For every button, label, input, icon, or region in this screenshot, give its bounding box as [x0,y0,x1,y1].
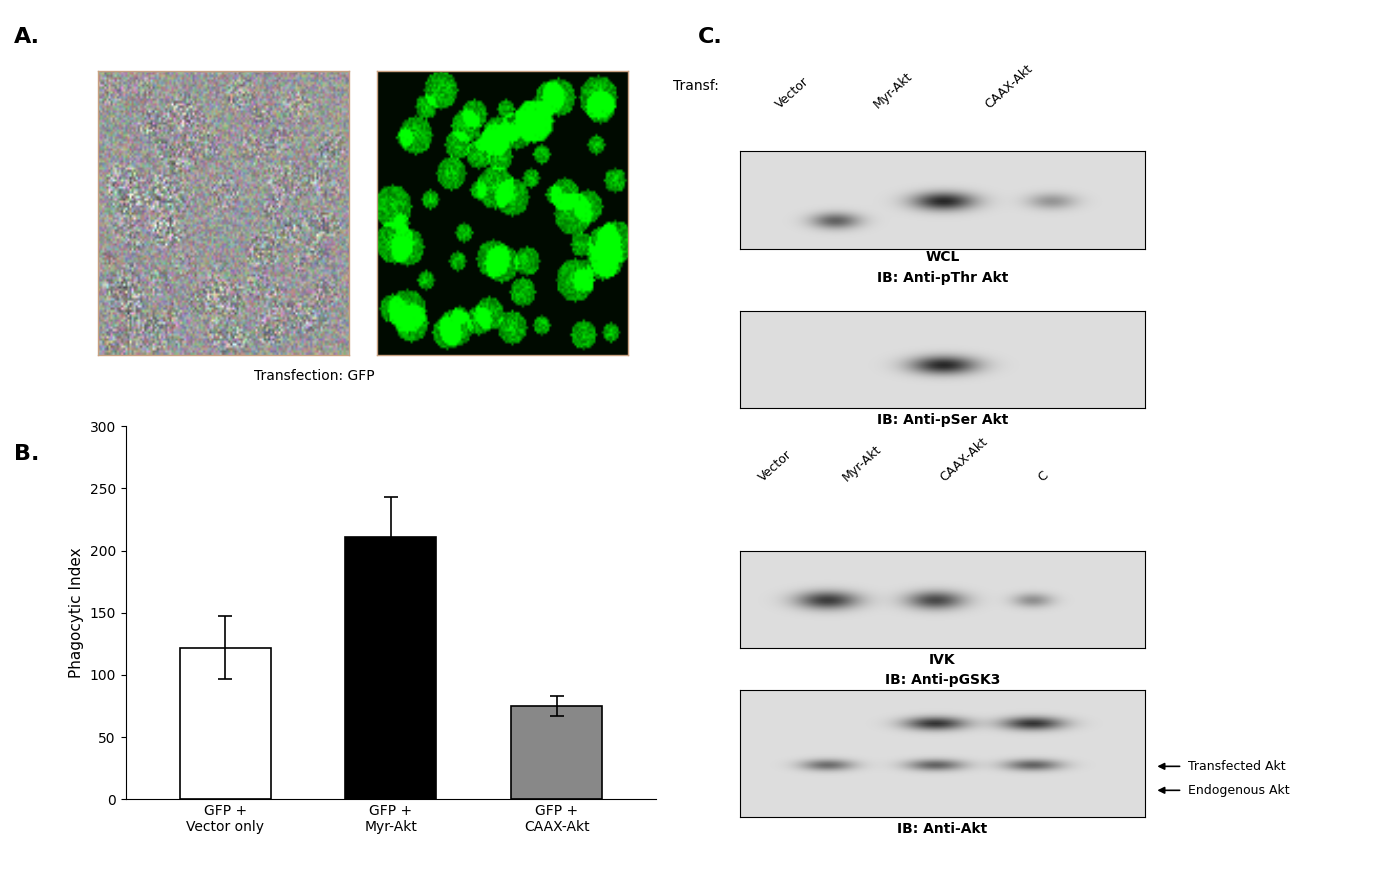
Text: Myr-Akt: Myr-Akt [871,69,914,111]
Bar [180,647,271,799]
Text: Vector: Vector [773,75,811,111]
Text: Endogenous Akt: Endogenous Akt [1188,784,1290,797]
Text: IVK: IVK [928,653,956,667]
Text: IB: Anti-pGSK3: IB: Anti-pGSK3 [885,673,1000,687]
Text: Vector: Vector [757,448,794,484]
Text: Transfection: GFP: Transfection: GFP [254,369,374,383]
Bar [345,537,437,799]
Y-axis label: Phagocytic Index: Phagocytic Index [68,547,84,678]
Text: IB: Anti-Akt: IB: Anti-Akt [898,822,987,836]
Text: Transf:: Transf: [673,79,719,93]
Text: B.: B. [14,444,39,464]
Bar [511,706,602,799]
Text: CAAX-Akt: CAAX-Akt [938,435,990,484]
Text: C.: C. [698,27,723,47]
Text: CAAX-Akt: CAAX-Akt [983,62,1034,111]
Text: IB: Anti-pSer Akt: IB: Anti-pSer Akt [877,413,1008,427]
Text: WCL: WCL [926,250,959,265]
Text: A.: A. [14,27,40,47]
Text: Transfected Akt: Transfected Akt [1188,760,1286,773]
Text: Myr-Akt: Myr-Akt [840,442,884,484]
Text: IB: Anti-pThr Akt: IB: Anti-pThr Akt [877,271,1008,285]
Text: C: C [1036,469,1051,484]
